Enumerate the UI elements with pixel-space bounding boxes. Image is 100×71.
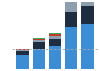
Bar xyxy=(81,0,94,6)
Bar xyxy=(16,55,29,69)
Bar xyxy=(65,27,77,69)
Bar xyxy=(65,0,77,12)
Bar xyxy=(49,33,61,34)
Bar xyxy=(81,24,94,69)
Bar xyxy=(16,50,29,51)
Bar xyxy=(33,39,45,40)
Bar xyxy=(33,38,45,39)
Bar xyxy=(16,49,29,50)
Bar xyxy=(33,49,45,69)
Bar xyxy=(49,34,61,36)
Bar xyxy=(81,6,94,24)
Bar xyxy=(49,46,61,69)
Bar xyxy=(33,42,45,49)
Bar xyxy=(49,36,61,39)
Bar xyxy=(16,51,29,55)
Bar xyxy=(49,39,61,46)
Bar xyxy=(33,40,45,42)
Bar xyxy=(65,12,77,27)
